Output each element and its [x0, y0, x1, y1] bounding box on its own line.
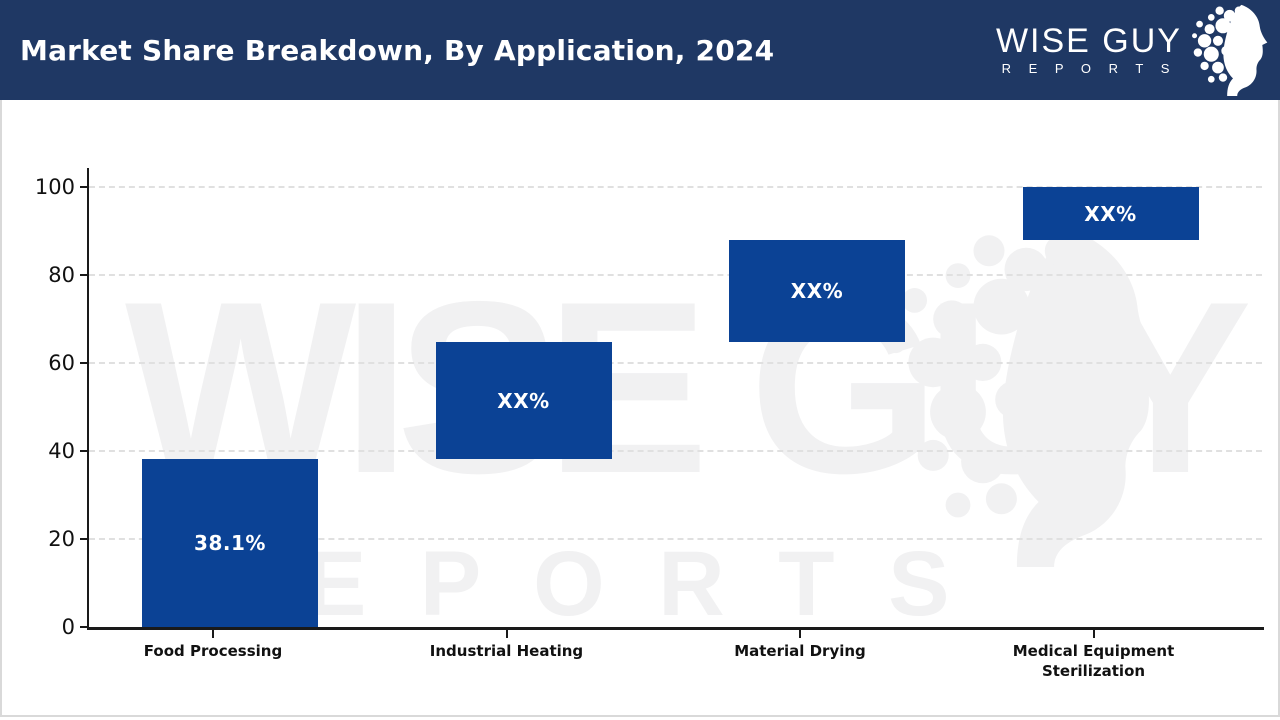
bar-segment: XX%	[729, 240, 905, 343]
y-tick-label: 0	[61, 615, 75, 639]
y-tick-label: 80	[48, 263, 75, 287]
y-tick-mark	[80, 538, 89, 540]
gridline-y-20	[89, 538, 1262, 540]
y-tick-mark	[80, 626, 89, 628]
bar-value-label: XX%	[1084, 201, 1137, 226]
y-tick-label: 40	[48, 439, 75, 463]
y-tick-label: 60	[48, 351, 75, 375]
gridline-y-40	[89, 450, 1262, 452]
x-tick-mark	[1092, 630, 1095, 638]
brand-logo: WISE GUY R E P O R T S	[996, 4, 1270, 96]
bar-value-label: XX%	[497, 388, 550, 413]
y-axis-line	[87, 168, 89, 629]
y-tick-mark	[80, 450, 89, 452]
y-tick-label: 100	[34, 175, 75, 199]
header-bar: Market Share Breakdown, By Application, …	[0, 0, 1280, 100]
gridline-y-80	[89, 274, 1262, 276]
bar-segment: XX%	[435, 342, 612, 460]
x-axis-label: Industrial Heating	[429, 642, 584, 660]
bar-segment: 38.1%	[142, 459, 318, 627]
bar-segment: XX%	[1022, 187, 1199, 241]
y-tick-mark	[80, 186, 89, 188]
page-title: Market Share Breakdown, By Application, …	[20, 33, 775, 67]
x-axis-label: Medical Equipment Sterilization	[1012, 642, 1175, 681]
x-axis-line	[87, 627, 1264, 630]
gridline-y-60	[89, 362, 1262, 364]
x-axis-label: Material Drying	[734, 642, 866, 660]
x-axis-label: Food Processing	[143, 642, 283, 660]
y-tick-mark	[80, 274, 89, 276]
x-tick-mark	[799, 630, 801, 638]
x-tick-mark	[212, 630, 214, 638]
logo-wordmark: WISE GUY	[995, 21, 1182, 60]
logo-subtitle: R E P O R T S	[1001, 61, 1177, 77]
logo-head-icon	[1186, 4, 1270, 96]
gridline-y-100	[89, 186, 1262, 188]
bar-value-label: XX%	[790, 279, 844, 304]
bar-value-label: 38.1%	[194, 531, 266, 556]
x-tick-mark	[505, 630, 508, 638]
logo-text: WISE GUY R E P O R T S	[995, 21, 1182, 77]
y-tick-label: 20	[48, 527, 75, 551]
y-tick-mark	[80, 362, 89, 364]
